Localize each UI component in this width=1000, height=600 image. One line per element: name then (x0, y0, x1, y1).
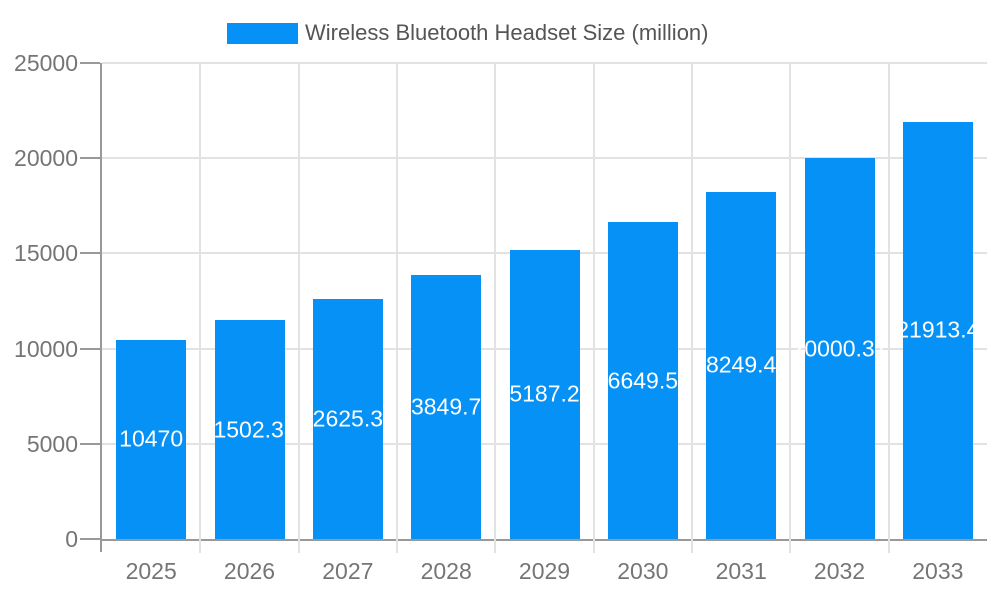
bar-value-label: 15187.22 (496, 380, 593, 407)
bar-value-label: 20000.31 (791, 335, 888, 362)
bar-value-label: 21913.4 (896, 316, 980, 343)
bar-2029[interactable]: 15187.22 (497, 249, 592, 539)
plot-area: 0 5000 10000 15000 20000 25000 10470 2025 11502.… (14, 50, 987, 584)
y-tick-label: 5000 (26, 430, 78, 457)
y-axis-tick-extension (100, 539, 102, 552)
v-gridline (592, 63, 595, 553)
y-tick-label: 15000 (14, 240, 78, 267)
bar-value-label: 12625.33 (299, 405, 396, 432)
y-tick-mark (80, 252, 100, 255)
y-tick-mark (80, 62, 100, 64)
x-tick-label: 2030 (617, 558, 669, 584)
x-tick-label: 2026 (223, 558, 276, 584)
v-gridline (494, 63, 497, 553)
h-gridline (102, 157, 987, 160)
bar-value-label: 18249.43 (693, 351, 790, 378)
legend-swatch[interactable] (227, 23, 298, 44)
bar-2025[interactable]: 10470 (116, 339, 187, 539)
y-tick-label: 10000 (14, 335, 78, 362)
y-tick-mark (80, 442, 100, 445)
y-tick-mark (80, 157, 100, 160)
v-gridline (789, 63, 792, 553)
x-tick-label: 2032 (813, 558, 866, 584)
v-gridline (199, 63, 202, 553)
v-gridline (396, 63, 398, 553)
bar-2027[interactable]: 12625.33 (300, 298, 396, 539)
x-tick-label: 2033 (912, 558, 964, 584)
y-tick-label: 20000 (14, 145, 78, 172)
y-tick-mark (80, 347, 100, 350)
bar-2026[interactable]: 11502.33 (202, 320, 297, 539)
x-tick-label: 2028 (420, 558, 472, 584)
bar-value-label: 16649.55 (594, 367, 691, 393)
bar-2030[interactable]: 16649.55 (595, 222, 691, 539)
bar-value-label: 13849.74 (398, 393, 495, 420)
v-gridline (297, 63, 300, 553)
y-tick-label: 25000 (14, 50, 78, 76)
y-tick-mark (80, 538, 100, 540)
bar-value-label: 11502.33 (202, 416, 297, 442)
x-tick-label: 2031 (715, 558, 767, 584)
bar-2033[interactable]: 21913.4 (896, 121, 979, 539)
y-tick-label: 0 (65, 526, 78, 552)
legend-label[interactable]: Wireless Bluetooth Headset Size (million… (305, 20, 709, 45)
bar-2032[interactable]: 20000.31 (792, 158, 887, 539)
v-gridline (887, 63, 890, 553)
v-gridline (691, 63, 693, 553)
bar-2031[interactable]: 18249.43 (693, 191, 789, 539)
x-tick-label: 2025 (125, 558, 177, 584)
bar-value-label: 10470 (119, 425, 184, 452)
x-tick-label: 2029 (518, 558, 571, 584)
bar-2028[interactable]: 13849.74 (398, 275, 494, 539)
h-gridline (102, 62, 987, 64)
x-tick-label: 2027 (322, 558, 374, 584)
